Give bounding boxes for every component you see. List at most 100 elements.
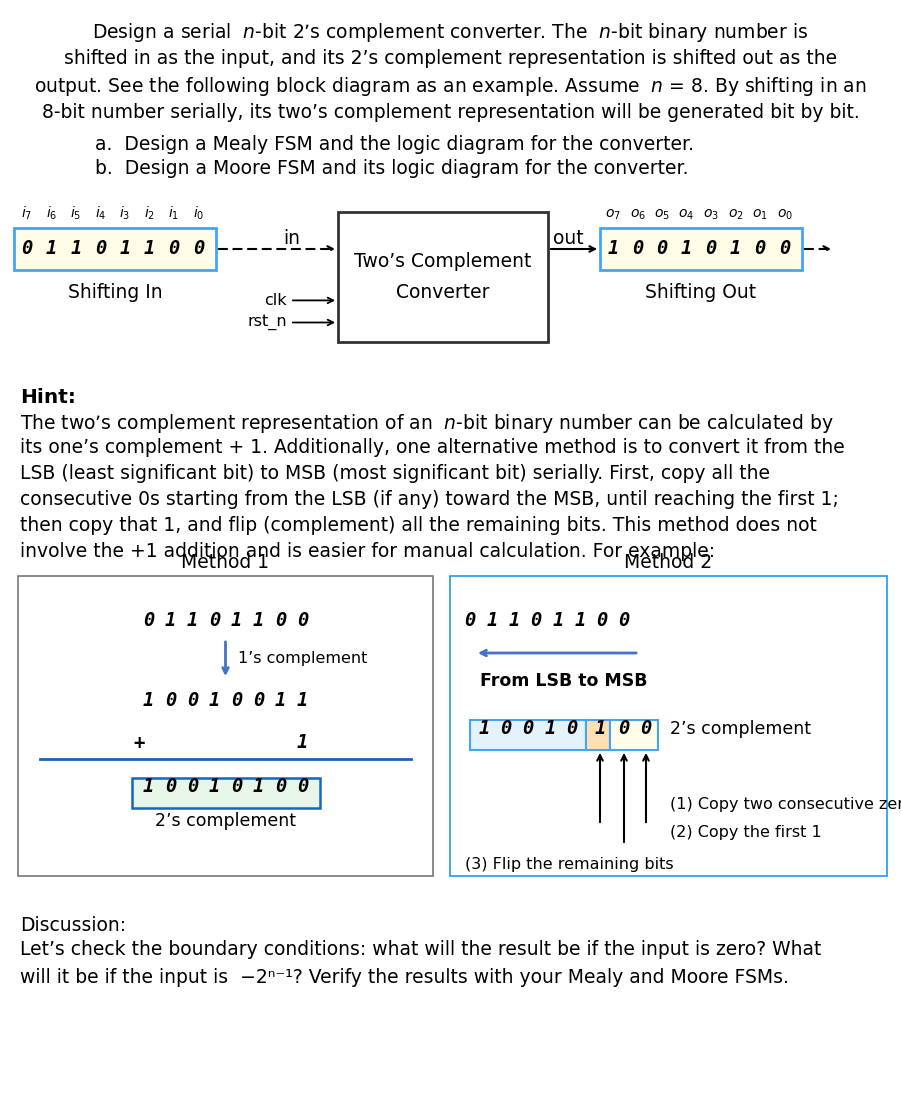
Text: $i_5$: $i_5$ xyxy=(70,205,82,222)
Text: 0: 0 xyxy=(296,777,308,796)
Text: $o_4$: $o_4$ xyxy=(678,208,695,222)
Bar xyxy=(470,721,586,750)
Text: $o_1$: $o_1$ xyxy=(752,208,768,222)
Text: Method 2: Method 2 xyxy=(624,553,713,572)
Text: 0: 0 xyxy=(187,777,198,796)
Text: 1: 1 xyxy=(574,611,586,631)
Text: 0: 0 xyxy=(231,777,242,796)
Text: 0: 0 xyxy=(618,611,630,631)
Text: Two’s Complement: Two’s Complement xyxy=(354,252,532,270)
Text: clk: clk xyxy=(264,292,287,308)
Text: 1: 1 xyxy=(544,719,556,738)
Text: Converter: Converter xyxy=(396,284,490,302)
Text: 1: 1 xyxy=(296,734,308,752)
Text: $o_3$: $o_3$ xyxy=(703,208,719,222)
Text: 0: 0 xyxy=(464,611,476,631)
Text: 0: 0 xyxy=(231,692,242,711)
Text: From LSB to MSB: From LSB to MSB xyxy=(480,672,648,690)
Text: 0: 0 xyxy=(253,692,264,711)
Text: 0: 0 xyxy=(187,692,198,711)
Text: $o_5$: $o_5$ xyxy=(654,208,670,222)
Text: consecutive 0s starting from the LSB (if any) toward the MSB, until reaching the: consecutive 0s starting from the LSB (if… xyxy=(20,489,839,509)
Bar xyxy=(586,721,610,750)
Text: 0: 0 xyxy=(296,611,308,631)
Text: $o_6$: $o_6$ xyxy=(630,208,645,222)
Text: 0: 0 xyxy=(754,240,766,258)
Text: 0: 0 xyxy=(95,240,106,258)
Bar xyxy=(132,779,320,808)
Text: 0: 0 xyxy=(523,719,533,738)
Text: 0: 0 xyxy=(632,240,643,258)
Text: 0: 0 xyxy=(656,240,668,258)
Text: 1: 1 xyxy=(487,611,497,631)
Text: 0: 0 xyxy=(165,692,176,711)
Text: 1: 1 xyxy=(187,611,198,631)
Text: $o_2$: $o_2$ xyxy=(728,208,743,222)
Text: rst_n: rst_n xyxy=(248,314,287,331)
Text: 0: 0 xyxy=(596,611,607,631)
Text: Discussion:: Discussion: xyxy=(20,917,126,935)
Text: 1: 1 xyxy=(253,777,264,796)
Text: 1: 1 xyxy=(478,719,489,738)
Text: 1: 1 xyxy=(231,611,242,631)
Text: 0: 0 xyxy=(500,719,512,738)
Text: $i_7$: $i_7$ xyxy=(22,205,32,222)
Bar xyxy=(610,721,658,750)
Text: 0: 0 xyxy=(531,611,542,631)
Text: b.  Design a Moore FSM and its logic diagram for the converter.: b. Design a Moore FSM and its logic diag… xyxy=(95,160,688,178)
Text: Method 1: Method 1 xyxy=(181,553,269,572)
Text: 0: 0 xyxy=(168,240,179,258)
Text: 1: 1 xyxy=(143,692,154,711)
Text: involve the +1 addition and is easier for manual calculation. For example:: involve the +1 addition and is easier fo… xyxy=(20,542,715,561)
Text: then copy that 1, and flip (complement) all the remaining bits. This method does: then copy that 1, and flip (complement) … xyxy=(20,516,817,535)
Text: its one’s complement + 1. Additionally, one alternative method is to convert it : its one’s complement + 1. Additionally, … xyxy=(20,438,845,457)
Text: $i_1$: $i_1$ xyxy=(168,205,179,222)
Text: 1: 1 xyxy=(508,611,520,631)
Text: 0: 0 xyxy=(209,611,220,631)
Text: 1: 1 xyxy=(296,692,308,711)
Text: (2) Copy the first 1: (2) Copy the first 1 xyxy=(670,825,822,840)
Text: Let’s check the boundary conditions: what will the result be if the input is zer: Let’s check the boundary conditions: wha… xyxy=(20,940,822,959)
Text: (3) Flip the remaining bits: (3) Flip the remaining bits xyxy=(465,857,674,873)
Text: 0: 0 xyxy=(567,719,578,738)
Text: Design a serial  $n$-bit 2’s complement converter. The  $n$-bit binary number is: Design a serial $n$-bit 2’s complement c… xyxy=(93,21,808,44)
Text: 0: 0 xyxy=(275,611,287,631)
Text: (1) Copy two consecutive zeros: (1) Copy two consecutive zeros xyxy=(670,797,901,812)
Text: 1: 1 xyxy=(607,240,619,258)
Text: 0: 0 xyxy=(641,719,651,738)
Text: The two’s complement representation of an  $n$-bit binary number can be calculat: The two’s complement representation of a… xyxy=(20,412,833,435)
Text: 0: 0 xyxy=(193,240,205,258)
Text: 1: 1 xyxy=(730,240,742,258)
Text: 1: 1 xyxy=(119,240,131,258)
Text: 0: 0 xyxy=(275,777,287,796)
Bar xyxy=(600,228,802,270)
Text: $o_0$: $o_0$ xyxy=(777,208,793,222)
Text: 0: 0 xyxy=(618,719,630,738)
Text: in: in xyxy=(283,230,300,249)
Text: 1: 1 xyxy=(595,719,605,738)
Text: 1’s complement: 1’s complement xyxy=(238,652,367,667)
Text: shifted in as the input, and its 2’s complement representation is shifted out as: shifted in as the input, and its 2’s com… xyxy=(64,49,837,69)
Text: 1: 1 xyxy=(253,611,264,631)
Text: 1: 1 xyxy=(143,777,154,796)
Text: LSB (least significant bit) to MSB (most significant bit) serially. First, copy : LSB (least significant bit) to MSB (most… xyxy=(20,464,770,483)
Text: 1: 1 xyxy=(552,611,564,631)
Text: 1: 1 xyxy=(165,611,176,631)
Text: 2’s complement: 2’s complement xyxy=(670,721,811,738)
Text: 0: 0 xyxy=(705,240,716,258)
Text: $i_4$: $i_4$ xyxy=(95,205,106,222)
Text: 0: 0 xyxy=(778,240,790,258)
Text: 1: 1 xyxy=(209,692,220,711)
Text: 1: 1 xyxy=(209,777,220,796)
Text: 8-bit number serially, its two’s complement representation will be generated bit: 8-bit number serially, its two’s complem… xyxy=(41,104,860,123)
Text: $o_7$: $o_7$ xyxy=(605,208,621,222)
Text: Shifting In: Shifting In xyxy=(68,283,162,301)
Text: 1: 1 xyxy=(681,240,692,258)
Bar xyxy=(14,228,216,270)
Bar xyxy=(18,576,433,876)
Text: 2’s complement: 2’s complement xyxy=(155,812,296,830)
Text: $i_3$: $i_3$ xyxy=(120,205,131,222)
Text: $i_2$: $i_2$ xyxy=(144,205,155,222)
Text: will it be if the input is  −2ⁿ⁻¹? Verify the results with your Mealy and Moore : will it be if the input is −2ⁿ⁻¹? Verify… xyxy=(20,968,789,987)
Text: 1: 1 xyxy=(70,240,82,258)
